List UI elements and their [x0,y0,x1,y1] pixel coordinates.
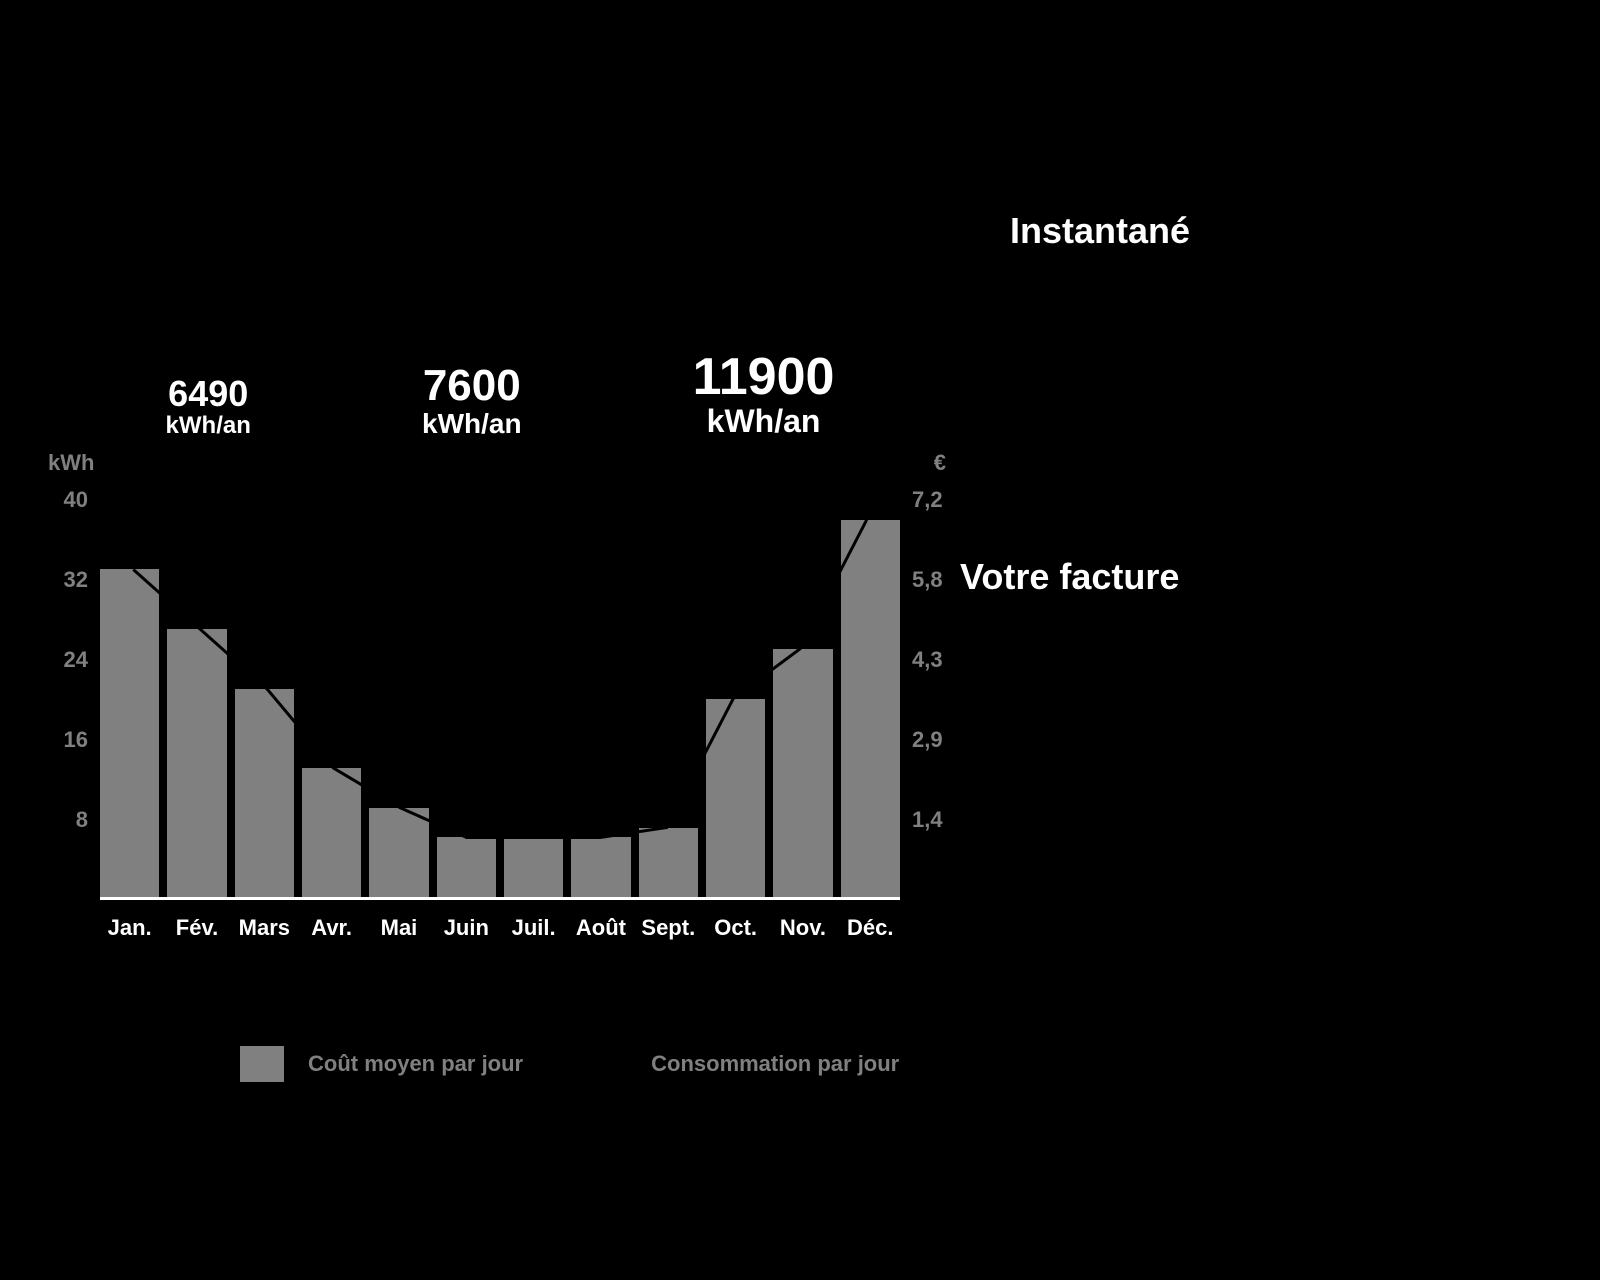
stat-unit: kWh/an [422,409,522,438]
label-bill: Votre facture [960,556,1179,598]
bar [235,689,294,897]
bar-slot: Sept. [639,500,698,897]
bar [100,569,159,897]
stat-value: 7600 [422,363,522,409]
bar-slot: Mai [369,500,428,897]
ytick-right: 5,8 [912,567,960,593]
xtick: Avr. [302,897,361,941]
ytick-left: 24 [40,647,88,673]
stat-unit: kWh/an [166,413,251,438]
bar [369,808,428,897]
legend-bar-label: Coût moyen par jour [308,1051,523,1077]
bar [302,768,361,897]
stat-unit: kWh/an [693,405,835,439]
bar-slot: Mars [235,500,294,897]
xtick: Oct. [706,897,765,941]
bars-container: Jan.Fév.MarsAvr.MaiJuinJuil.AoûtSept.Oct… [100,500,900,897]
stat-value: 6490 [166,375,251,413]
bar-slot: Oct. [706,500,765,897]
ytick-right: 2,9 [912,727,960,753]
label-instant: Instantané [1010,210,1190,252]
bar [706,699,765,898]
bar [841,520,900,897]
xtick: Nov. [773,897,832,941]
bar-slot: Déc. [841,500,900,897]
xtick: Mai [369,897,428,941]
bar-slot: Juil. [504,500,563,897]
xtick: Juin [437,897,496,941]
ytick-right: 4,3 [912,647,960,673]
xtick: Août [571,897,630,941]
xtick: Fév. [167,897,226,941]
bar [571,837,630,897]
right-axis-label: € [934,450,946,476]
stat-small: 6490 kWh/an [166,375,251,438]
bar [639,828,698,897]
xtick: Déc. [841,897,900,941]
consumption-chart: kWh € 8 16 24 32 40 1,4 2,9 4,3 5,8 7,2 Jan.Fév.… [40,450,960,970]
bar [504,837,563,897]
bar-slot: Août [571,500,630,897]
bar [167,629,226,897]
bar-slot: Jan. [100,500,159,897]
stat-value: 11900 [693,350,835,405]
ytick-left: 32 [40,567,88,593]
ytick-right: 7,2 [912,487,960,513]
bar-slot: Juin [437,500,496,897]
ytick-left: 16 [40,727,88,753]
stat-large: 11900 kWh/an [693,350,835,438]
legend-swatch [240,1046,284,1082]
left-axis-label: kWh [48,450,94,476]
bar [437,837,496,897]
xtick: Juil. [504,897,563,941]
plot-area: Jan.Fév.MarsAvr.MaiJuinJuil.AoûtSept.Oct… [100,500,900,900]
xtick: Mars [235,897,294,941]
dashboard-root: Instantané Votre facture 6490 kWh/an 760… [0,0,1600,1280]
ytick-left: 8 [40,807,88,833]
stat-medium: 7600 kWh/an [422,363,522,439]
chart-legend: Coût moyen par jour Consommation par jou… [240,976,899,1082]
ytick-left: 40 [40,487,88,513]
bar-slot: Avr. [302,500,361,897]
xtick: Sept. [639,897,698,941]
bar-slot: Fév. [167,500,226,897]
bar-slot: Nov. [773,500,832,897]
bar [773,649,832,897]
stats-row: 6490 kWh/an 7600 kWh/an 11900 kWh/an [80,350,920,438]
xtick: Jan. [100,897,159,941]
ytick-right: 1,4 [912,807,960,833]
legend-line-label: Consommation par jour [651,1051,899,1077]
